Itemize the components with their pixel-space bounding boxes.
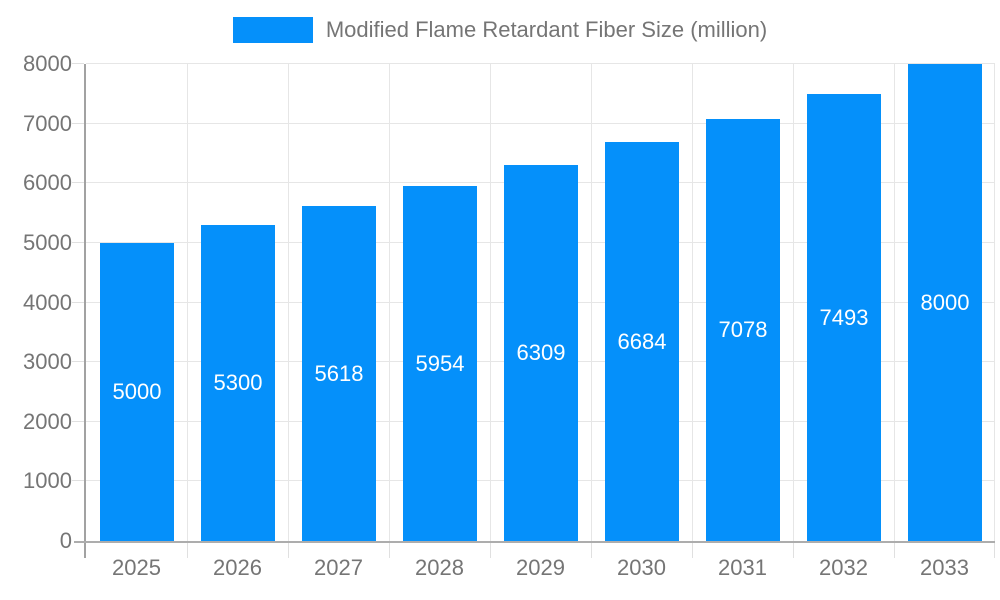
- bar-value-label: 5300: [213, 370, 263, 395]
- bar-2033[interactable]: 8000: [908, 64, 982, 541]
- x-tick: [591, 543, 592, 558]
- bar-value-label: 5000: [112, 379, 162, 404]
- gridline-v: [389, 64, 390, 541]
- x-tick-label: 2030: [617, 555, 666, 580]
- bar-value-label: 6309: [516, 340, 566, 365]
- y-tick: [72, 63, 84, 64]
- x-tick-label: 2027: [314, 555, 363, 580]
- x-tick: [994, 543, 995, 558]
- y-tick-label: 6000: [23, 170, 72, 195]
- x-tick-label: 2026: [213, 555, 262, 580]
- gridline-v: [490, 64, 491, 541]
- x-tick-label: 2033: [920, 555, 969, 580]
- y-tick-label: 5000: [23, 230, 72, 255]
- x-tick: [288, 543, 289, 558]
- gridline-v: [591, 64, 592, 541]
- y-tick: [72, 123, 84, 124]
- y-tick: [72, 480, 84, 481]
- bar-2028[interactable]: 5954: [403, 186, 477, 541]
- y-tick-label: 3000: [23, 349, 72, 374]
- y-tick: [72, 361, 84, 362]
- x-tick: [894, 543, 895, 558]
- bar-2025[interactable]: 5000: [100, 243, 174, 541]
- y-tick: [72, 182, 84, 183]
- legend: Modified Flame Retardant Fiber Size (mil…: [0, 16, 1000, 44]
- x-tick-label: 2028: [415, 555, 464, 580]
- y-tick-label: 4000: [23, 290, 72, 315]
- bar-2030[interactable]: 6684: [605, 142, 679, 541]
- y-tick: [72, 242, 84, 243]
- gridline-v: [187, 64, 188, 541]
- y-tick: [72, 302, 84, 303]
- bar-2029[interactable]: 6309: [504, 165, 578, 541]
- bar-value-label: 6684: [617, 328, 667, 354]
- bar-2027[interactable]: 5618: [302, 206, 376, 541]
- x-tick: [793, 543, 794, 558]
- bar-value-label: 5618: [314, 360, 364, 386]
- gridline-h: [86, 63, 995, 64]
- bar-2026[interactable]: 5300: [201, 225, 275, 541]
- gridline-v: [994, 64, 995, 541]
- x-tick: [187, 543, 188, 558]
- y-tick: [72, 421, 84, 422]
- bar-value-label: 7493: [819, 304, 869, 330]
- gridline-v: [793, 64, 794, 541]
- legend-series-label: Modified Flame Retardant Fiber Size (mil…: [325, 17, 768, 42]
- x-tick: [692, 543, 693, 558]
- x-tick-label: 2032: [819, 555, 868, 580]
- gridline-v: [692, 64, 693, 541]
- bar-value-label: 5954: [415, 350, 465, 376]
- gridline-v: [288, 64, 289, 541]
- bar-value-label: 8000: [920, 289, 970, 315]
- x-tick-label: 2025: [112, 555, 161, 580]
- x-tick: [490, 543, 491, 558]
- bar-2032[interactable]: 7493: [807, 94, 881, 541]
- y-tick-label: 8000: [23, 51, 72, 76]
- gridline-h: [86, 123, 995, 124]
- x-tick-label: 2029: [516, 555, 565, 580]
- y-axis-line: [84, 64, 86, 558]
- bar-value-label: 7078: [718, 317, 768, 342]
- y-tick-label: 7000: [23, 111, 72, 136]
- x-axis-line: [74, 541, 995, 543]
- y-tick-label: 2000: [23, 409, 72, 434]
- x-tick: [389, 543, 390, 558]
- gridline-v: [894, 64, 895, 541]
- bar-2031[interactable]: 7078: [706, 119, 780, 541]
- x-tick-label: 2031: [718, 555, 767, 580]
- y-tick-label: 0: [59, 528, 72, 553]
- y-tick-label: 1000: [23, 468, 72, 493]
- legend-swatch: [232, 17, 313, 43]
- plot-area: 5000 5300 5618 5954 6309 6684 7078 7493 8000: [72, 63, 995, 558]
